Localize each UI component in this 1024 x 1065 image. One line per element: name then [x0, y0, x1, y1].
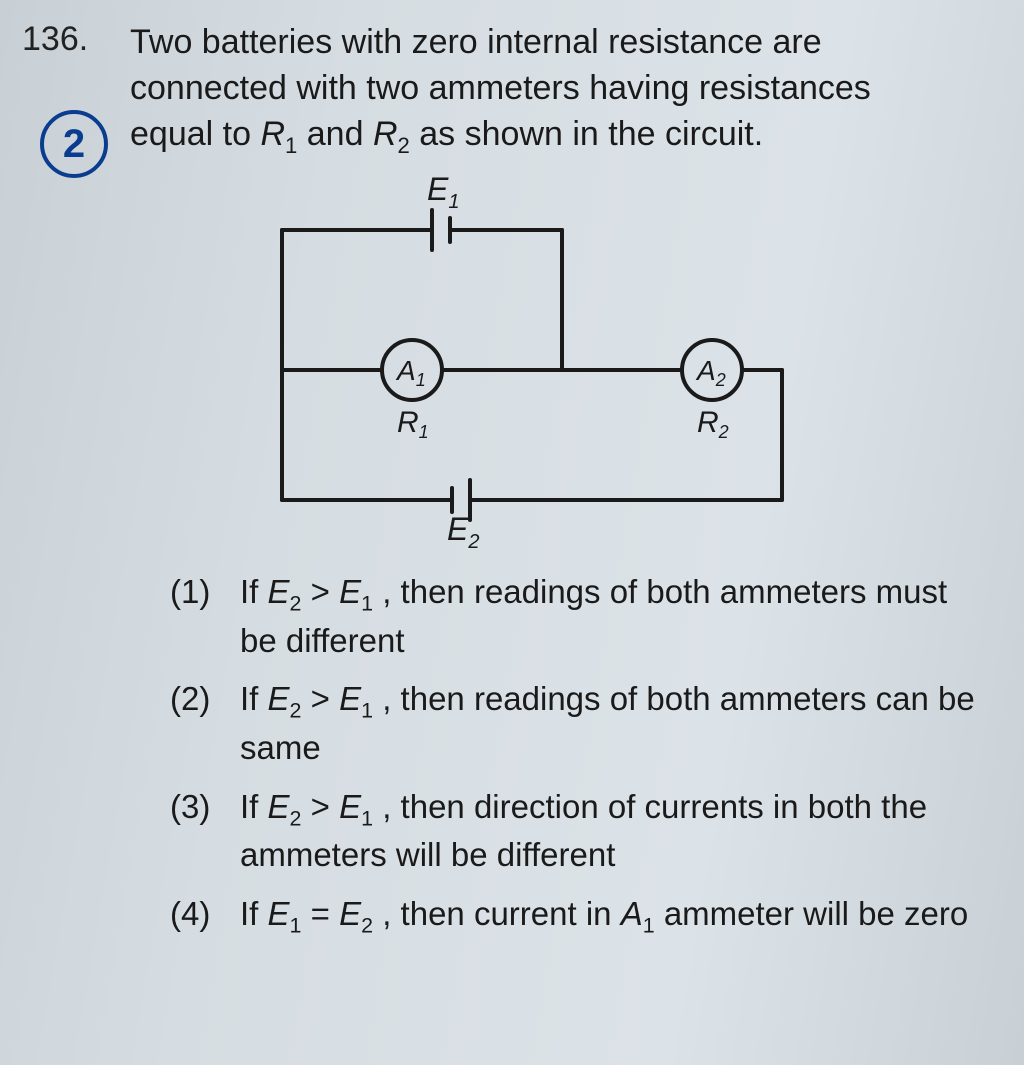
handwritten-circle-mark: 2	[40, 110, 108, 178]
opt1-op: >	[311, 573, 339, 610]
R1-sub: 1	[285, 133, 297, 158]
opt4-post-a: , then current in	[382, 895, 620, 932]
option-1-num: (1)	[170, 570, 210, 615]
opt4-post-b: ammeter will be zero	[664, 895, 968, 932]
qtext-line2: connected with two ammeters having resis…	[130, 69, 871, 107]
option-2-pre: If	[240, 680, 268, 717]
opt1-Eb: E	[339, 573, 361, 610]
opt4-Ea-sub: 1	[290, 913, 302, 937]
question-text: Two batteries with zero internal resista…	[130, 20, 984, 160]
page: 136. Two batteries with zero internal re…	[0, 0, 1024, 1065]
opt3-Ea: E	[268, 788, 290, 825]
opt4-op: =	[311, 895, 339, 932]
svg-text:E1: E1	[427, 171, 459, 213]
opt4-Ea: E	[268, 895, 290, 932]
option-4-num: (4)	[170, 892, 210, 937]
R1-symbol: R	[260, 115, 285, 153]
opt3-Eb-sub: 1	[361, 806, 373, 830]
opt4-Eb-sub: 2	[361, 913, 373, 937]
opt1-Ea: E	[268, 573, 290, 610]
opt2-Eb-sub: 1	[361, 699, 373, 723]
opt4-Eb: E	[339, 895, 361, 932]
opt1-Ea-sub: 2	[290, 592, 302, 616]
opt3-Eb: E	[339, 788, 361, 825]
option-2-num: (2)	[170, 677, 210, 722]
svg-text:A2: A2	[695, 355, 726, 390]
option-3-pre: If	[240, 788, 268, 825]
R2-sub: 2	[398, 133, 410, 158]
option-4: (4) If E1 = E2 , then current in A1 amme…	[170, 892, 984, 941]
opt1-Eb-sub: 1	[361, 592, 373, 616]
question-number: 136.	[22, 20, 88, 59]
opt2-op: >	[311, 680, 339, 717]
qtext-line3c: as shown in the circuit.	[419, 115, 763, 153]
svg-text:A1: A1	[395, 355, 426, 390]
option-1: (1) If E2 > E1 , then readings of both a…	[170, 570, 984, 663]
opt2-Ea-sub: 2	[290, 699, 302, 723]
option-1-pre: If	[240, 573, 268, 610]
qtext-line1: Two batteries with zero internal resista…	[130, 23, 822, 61]
option-4-pre: If	[240, 895, 268, 932]
svg-text:R2: R2	[697, 406, 729, 442]
qtext-line3a: equal to	[130, 115, 260, 153]
qtext-line3b: and	[307, 115, 373, 153]
svg-text:E2: E2	[447, 511, 479, 550]
circuit-diagram: E1 E2 A1 A2 R1 R2	[202, 170, 842, 550]
opt4-A-sub: 1	[643, 913, 655, 937]
options-list: (1) If E2 > E1 , then readings of both a…	[170, 570, 984, 940]
opt2-Ea: E	[268, 680, 290, 717]
R2-symbol: R	[373, 115, 398, 153]
svg-text:R1: R1	[397, 406, 429, 442]
option-2: (2) If E2 > E1 , then readings of both a…	[170, 677, 984, 770]
opt3-Ea-sub: 2	[290, 806, 302, 830]
opt3-op: >	[311, 788, 339, 825]
opt4-A: A	[621, 895, 643, 932]
opt2-Eb: E	[339, 680, 361, 717]
handwritten-circle-text: 2	[63, 122, 85, 167]
circuit-svg: E1 E2 A1 A2 R1 R2	[202, 170, 842, 550]
option-3: (3) If E2 > E1 , then direction of curre…	[170, 785, 984, 878]
option-3-num: (3)	[170, 785, 210, 830]
